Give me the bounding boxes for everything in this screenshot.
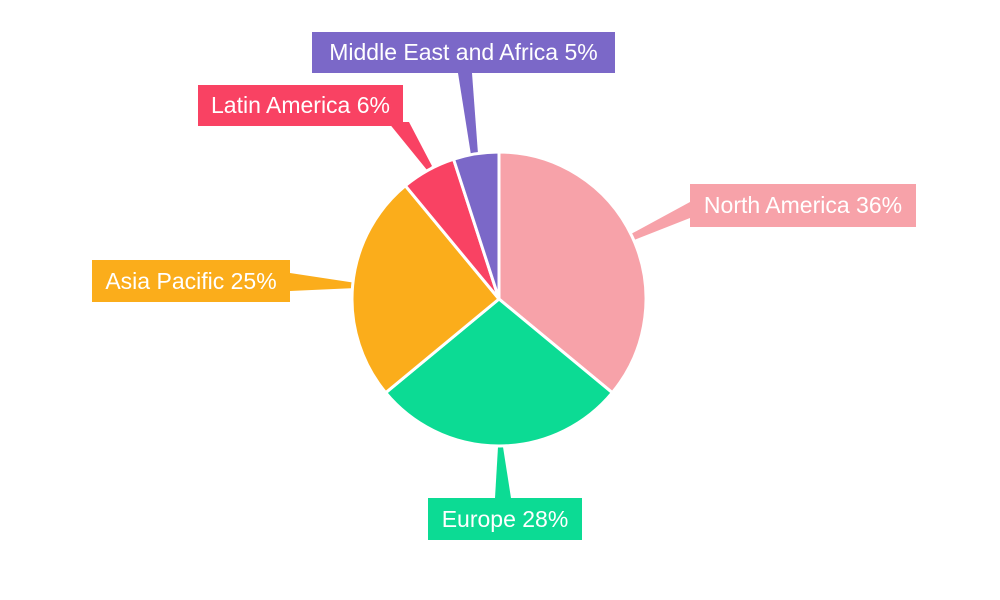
pie-slice-middle-east-and-africa[interactable] <box>452 150 501 301</box>
pie-label-north-america: North America 36% <box>690 184 916 227</box>
leader-line-latin-america <box>388 122 432 170</box>
pie-slice-europe[interactable] <box>384 297 614 448</box>
pie-slice-asia-pacific[interactable] <box>350 184 501 395</box>
pie-label-middle-east-and-africa: Middle East and Africa 5% <box>312 32 615 73</box>
leader-line-asia-pacific <box>290 273 356 291</box>
leader-line-north-america <box>631 202 690 240</box>
leader-line-europe <box>495 447 511 498</box>
pie-slice-north-america[interactable] <box>497 150 648 395</box>
pie-label-asia-pacific: Asia Pacific 25% <box>92 260 290 302</box>
leader-line-middle-east-and-africa <box>458 73 478 155</box>
pie-label-europe: Europe 28% <box>428 498 582 540</box>
pie-label-latin-america: Latin America 6% <box>198 85 403 126</box>
